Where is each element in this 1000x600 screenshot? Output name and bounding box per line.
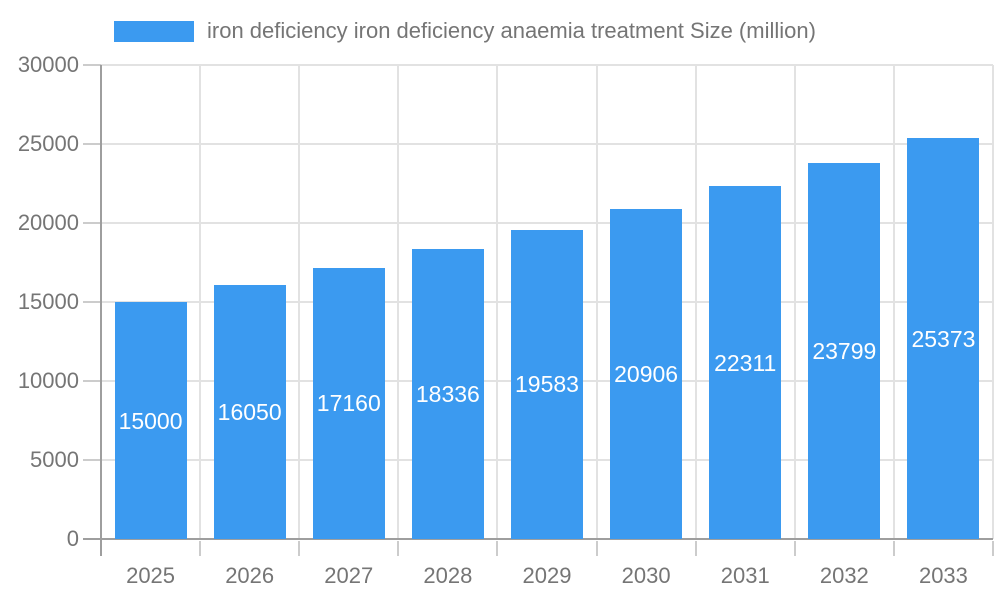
bar[interactable] [213,285,286,539]
bar[interactable] [610,208,683,539]
bar[interactable] [114,302,187,539]
bar-value-label: 20906 [614,360,679,387]
x-gridline [397,65,400,539]
y-axis-tick [83,64,101,66]
x-gridline [496,65,499,539]
x-gridline [793,65,796,539]
y-tick-label: 5000 [30,447,79,472]
bar[interactable] [411,249,484,539]
x-axis-tick [496,541,499,556]
y-tick-label: 15000 [17,289,79,314]
x-axis-tick [793,541,796,556]
y-tick-label: 10000 [17,368,79,393]
x-axis-tick [199,541,202,556]
legend-label[interactable]: iron deficiency iron deficiency anaemia … [207,18,816,43]
bar[interactable] [808,162,881,539]
y-axis-line [100,65,102,556]
x-tick-label: 2029 [522,563,572,588]
bar[interactable] [312,267,385,539]
x-axis-tick [892,541,895,556]
x-gridline [199,65,202,539]
x-gridline [595,65,598,539]
bar-value-label: 25373 [911,325,976,352]
y-gridline [101,222,993,224]
y-tick-label: 20000 [17,210,79,235]
x-gridline [992,65,994,539]
bar-value-label: 15000 [118,407,183,434]
x-gridline [892,65,895,539]
y-axis-tick [83,222,101,224]
x-axis-line [83,538,993,540]
y-axis-tick [83,459,101,461]
x-axis-tick [595,541,598,556]
y-axis-tick [83,143,101,145]
bar-value-label: 22311 [714,349,777,376]
x-tick-label: 2032 [819,563,869,588]
bar[interactable] [511,229,583,539]
y-tick-label: 0 [66,526,79,551]
y-axis-tick [83,380,101,382]
x-gridline [694,65,697,539]
x-gridline [298,65,301,539]
legend-swatch[interactable] [114,21,194,42]
x-axis-tick [397,541,400,556]
x-axis-tick [992,541,994,556]
x-tick-label: 2033 [918,563,968,588]
bar-value-label: 16050 [217,399,282,426]
bar[interactable] [907,138,980,539]
y-tick-label: 30000 [17,52,79,77]
bar-value-label: 17160 [316,390,381,417]
y-tick-label: 25000 [17,131,79,156]
x-tick-label: 2026 [225,563,275,588]
y-axis-tick [83,301,101,303]
y-gridline [101,64,993,66]
y-gridline [101,143,993,145]
bar[interactable] [709,186,782,539]
x-tick-label: 2031 [720,563,770,588]
x-tick-label: 2027 [324,563,374,588]
bar-value-label: 18336 [415,381,480,408]
x-tick-label: 2028 [423,563,473,588]
x-tick-label: 2030 [621,563,671,588]
bar-value-label: 23799 [812,337,877,364]
x-tick-label: 2025 [126,563,176,588]
x-axis-tick [298,541,301,556]
bar-value-label: 19583 [515,371,579,398]
x-axis-tick [694,541,697,556]
